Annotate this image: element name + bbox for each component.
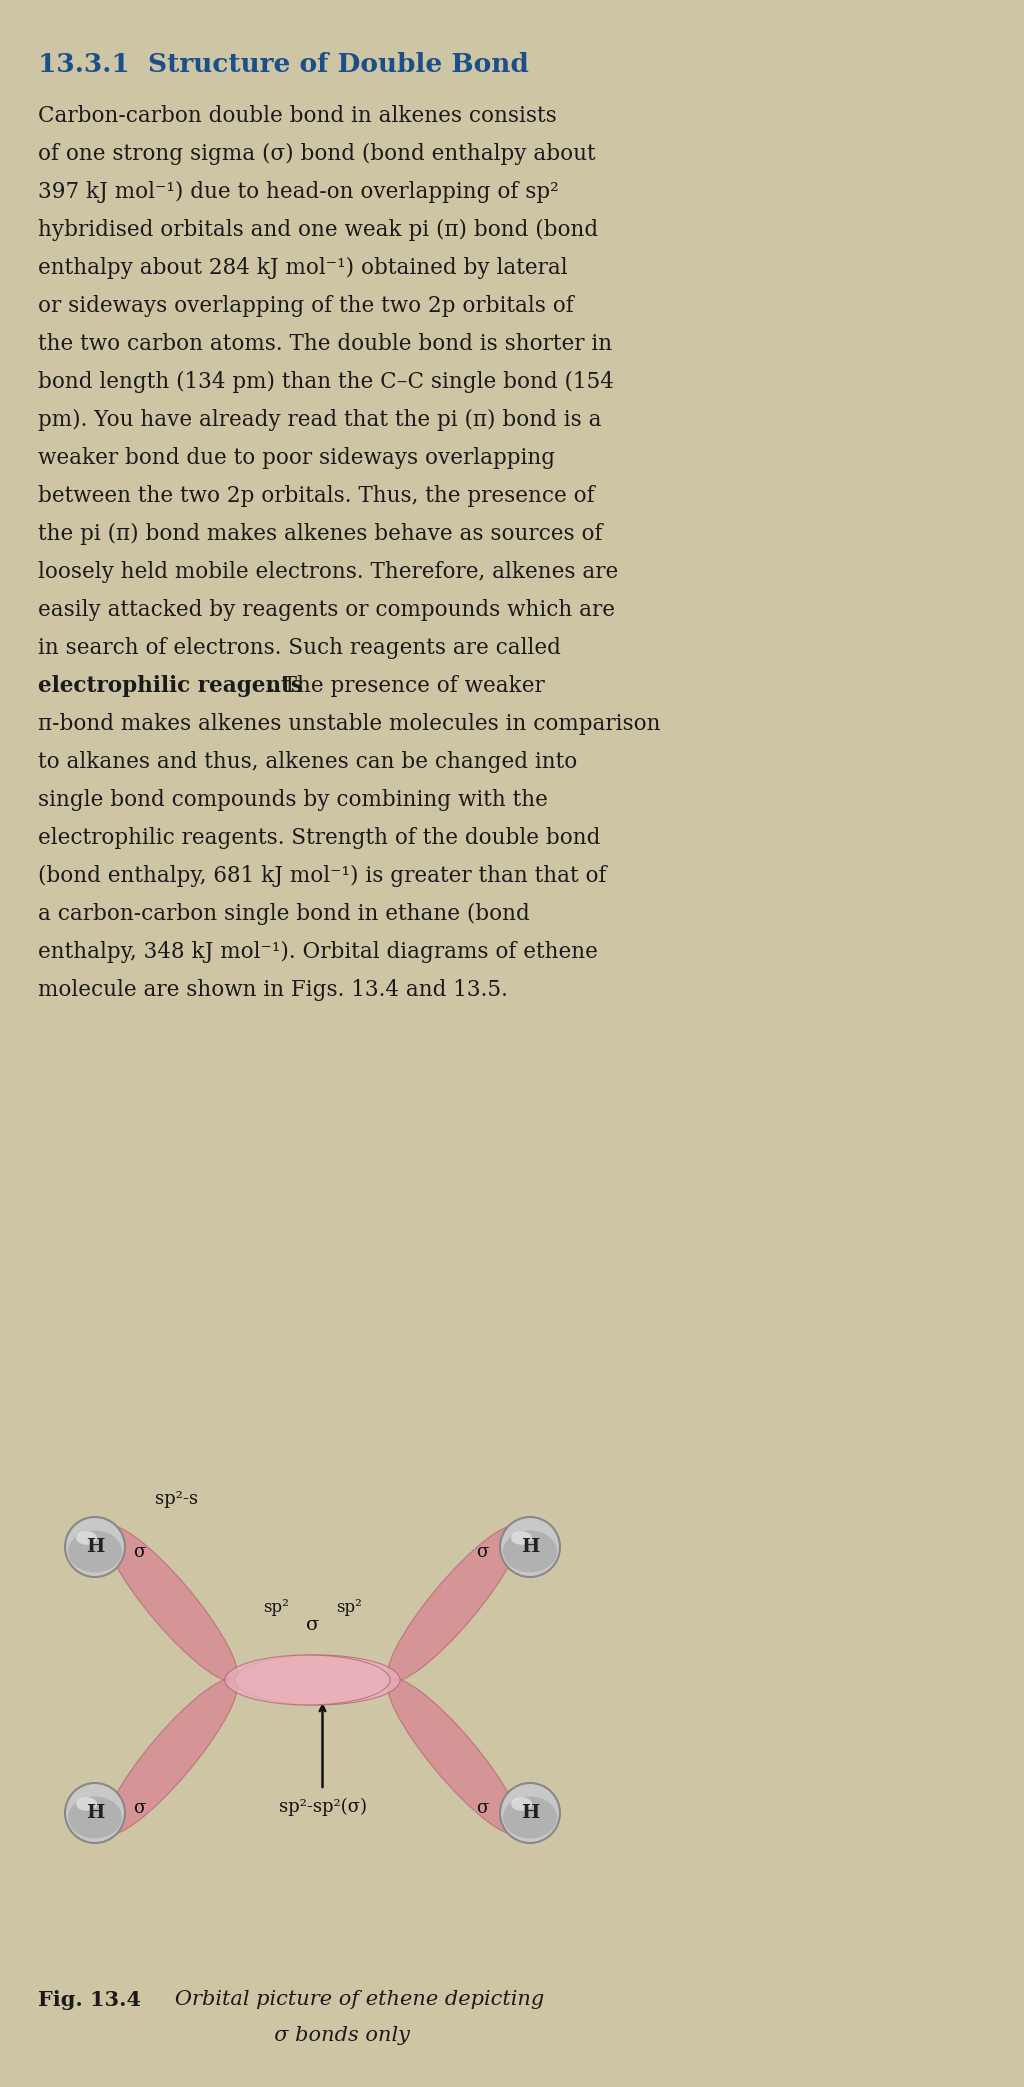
Ellipse shape	[76, 1532, 97, 1544]
Ellipse shape	[511, 1797, 532, 1812]
Ellipse shape	[225, 1655, 390, 1705]
Text: Fig. 13.4: Fig. 13.4	[38, 1991, 141, 2010]
Text: pm). You have already read that the pi (π) bond is a: pm). You have already read that the pi (…	[38, 409, 601, 432]
Text: H: H	[521, 1803, 540, 1822]
Text: σ: σ	[476, 1542, 488, 1561]
Text: σ: σ	[133, 1799, 145, 1818]
Text: (bond enthalpy, 681 kJ mol⁻¹) is greater than that of: (bond enthalpy, 681 kJ mol⁻¹) is greater…	[38, 864, 606, 887]
Text: . The presence of weaker: . The presence of weaker	[269, 674, 545, 697]
Ellipse shape	[503, 1530, 557, 1572]
Text: 13.3.1  Structure of Double Bond: 13.3.1 Structure of Double Bond	[38, 52, 528, 77]
Text: σ bonds only: σ bonds only	[155, 2026, 410, 2045]
Text: electrophilic reagents. Strength of the double bond: electrophilic reagents. Strength of the …	[38, 826, 600, 849]
Ellipse shape	[511, 1532, 532, 1544]
Text: of one strong sigma (σ) bond (bond enthalpy about: of one strong sigma (σ) bond (bond entha…	[38, 144, 596, 165]
Text: hybridised orbitals and one weak pi (π) bond (bond: hybridised orbitals and one weak pi (π) …	[38, 219, 598, 242]
Text: weaker bond due to poor sideways overlapping: weaker bond due to poor sideways overlap…	[38, 447, 555, 470]
Text: σ: σ	[133, 1542, 145, 1561]
Text: H: H	[86, 1803, 104, 1822]
Text: between the two 2p orbitals. Thus, the presence of: between the two 2p orbitals. Thus, the p…	[38, 484, 595, 507]
Circle shape	[65, 1782, 125, 1843]
Text: H: H	[521, 1538, 540, 1557]
Text: H: H	[86, 1538, 104, 1557]
Text: enthalpy about 284 kJ mol⁻¹) obtained by lateral: enthalpy about 284 kJ mol⁻¹) obtained by…	[38, 257, 567, 280]
Text: sp²: sp²	[263, 1599, 289, 1617]
Circle shape	[500, 1517, 560, 1578]
Text: sp²-sp²(σ): sp²-sp²(σ)	[279, 1799, 367, 1816]
Text: enthalpy, 348 kJ mol⁻¹). Orbital diagrams of ethene: enthalpy, 348 kJ mol⁻¹). Orbital diagram…	[38, 941, 598, 962]
Text: the pi (π) bond makes alkenes behave as sources of: the pi (π) bond makes alkenes behave as …	[38, 524, 602, 545]
Text: easily attacked by reagents or compounds which are: easily attacked by reagents or compounds…	[38, 599, 615, 622]
Text: electrophilic reagents: electrophilic reagents	[38, 674, 303, 697]
Text: single bond compounds by combining with the: single bond compounds by combining with …	[38, 789, 548, 812]
Text: π-bond makes alkenes unstable molecules in comparison: π-bond makes alkenes unstable molecules …	[38, 714, 660, 735]
Text: bond length (134 pm) than the C–C single bond (154: bond length (134 pm) than the C–C single…	[38, 371, 613, 392]
Text: a carbon-carbon single bond in ethane (bond: a carbon-carbon single bond in ethane (b…	[38, 904, 529, 925]
Ellipse shape	[234, 1655, 400, 1705]
Text: σ: σ	[476, 1799, 488, 1818]
Text: to alkanes and thus, alkenes can be changed into: to alkanes and thus, alkenes can be chan…	[38, 751, 578, 772]
Ellipse shape	[76, 1797, 97, 1812]
Ellipse shape	[503, 1797, 557, 1839]
Text: or sideways overlapping of the two 2p orbitals of: or sideways overlapping of the two 2p or…	[38, 294, 573, 317]
Ellipse shape	[104, 1526, 238, 1682]
Ellipse shape	[388, 1526, 521, 1682]
Circle shape	[65, 1517, 125, 1578]
Text: Orbital picture of ethene depicting: Orbital picture of ethene depicting	[155, 1991, 544, 2010]
Text: sp²: sp²	[336, 1599, 362, 1617]
Text: loosely held mobile electrons. Therefore, alkenes are: loosely held mobile electrons. Therefore…	[38, 561, 618, 582]
Ellipse shape	[68, 1530, 122, 1572]
Ellipse shape	[104, 1678, 238, 1834]
Text: sp²-s: sp²-s	[155, 1490, 198, 1509]
Ellipse shape	[388, 1678, 521, 1834]
Text: in search of electrons. Such reagents are called: in search of electrons. Such reagents ar…	[38, 637, 561, 659]
Text: the two carbon atoms. The double bond is shorter in: the two carbon atoms. The double bond is…	[38, 334, 612, 355]
Text: 397 kJ mol⁻¹) due to head-on overlapping of sp²: 397 kJ mol⁻¹) due to head-on overlapping…	[38, 182, 559, 202]
Text: σ: σ	[306, 1615, 319, 1634]
Ellipse shape	[68, 1797, 122, 1839]
Text: Carbon-carbon double bond in alkenes consists: Carbon-carbon double bond in alkenes con…	[38, 104, 557, 127]
Circle shape	[500, 1782, 560, 1843]
Text: molecule are shown in Figs. 13.4 and 13.5.: molecule are shown in Figs. 13.4 and 13.…	[38, 979, 508, 1002]
